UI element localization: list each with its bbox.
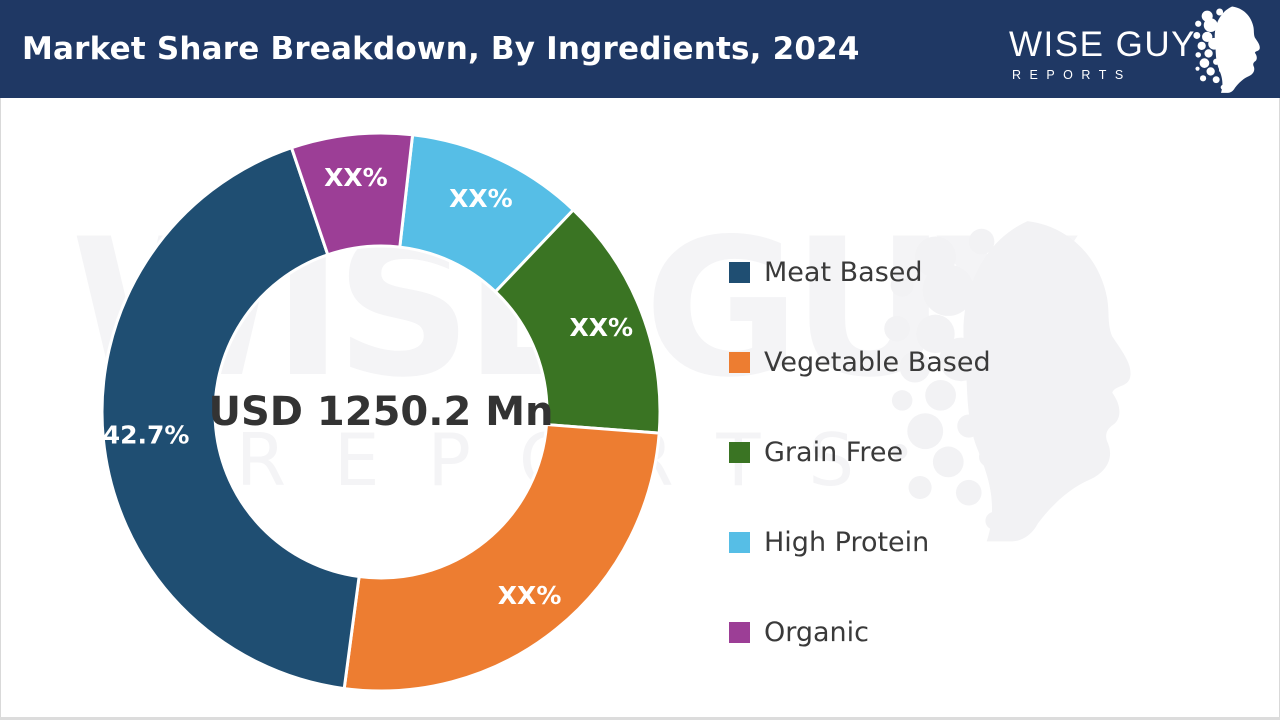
legend-item-organic: Organic bbox=[729, 615, 991, 649]
chart-legend: Meat Based Vegetable Based Grain Free Hi… bbox=[729, 255, 991, 705]
legend-item-grain-free: Grain Free bbox=[729, 435, 991, 469]
legend-item-high-protein: High Protein bbox=[729, 525, 991, 559]
legend-swatch-organic bbox=[729, 621, 750, 643]
slice-percentage-label: XX% bbox=[569, 313, 633, 342]
donut-slice-meat-based bbox=[100, 146, 361, 691]
legend-label: High Protein bbox=[764, 526, 930, 558]
legend-swatch-high-protein bbox=[729, 531, 750, 553]
header-bar: Market Share Breakdown, By Ingredients, … bbox=[0, 0, 1280, 98]
donut-chart: XX% XX% XX% 42.7% XX% bbox=[100, 131, 662, 693]
legend-label: Organic bbox=[764, 616, 870, 648]
legend-swatch-meat-based bbox=[729, 261, 750, 283]
chart-center-value: USD 1250.2 Mn bbox=[208, 389, 554, 435]
chart-area: WISE GUY REPORTS XX%XX%XX%42.7%XX% USD 1… bbox=[0, 98, 1280, 720]
slice-percentage-label: 42.7% bbox=[103, 421, 190, 450]
slice-percentage-label: XX% bbox=[498, 581, 562, 610]
legend-label: Meat Based bbox=[764, 256, 923, 288]
legend-label: Grain Free bbox=[764, 436, 904, 468]
brand-tagline: REPORTS bbox=[1011, 67, 1132, 82]
brand-logo: WISE GUY REPORTS bbox=[1009, 5, 1268, 95]
donut-slice-organic bbox=[290, 131, 415, 257]
legend-item-meat-based: Meat Based bbox=[729, 255, 991, 289]
footer-divider bbox=[0, 717, 1280, 720]
donut-slice-vegetable-based bbox=[342, 423, 661, 693]
legend-swatch-vegetable-based bbox=[729, 351, 750, 373]
slice-percentage-label: XX% bbox=[449, 184, 513, 213]
legend-swatch-grain-free bbox=[729, 441, 750, 463]
brand-logo-text: WISE GUY REPORTS bbox=[1009, 25, 1196, 82]
brand-head-icon bbox=[1192, 5, 1268, 95]
legend-item-vegetable-based: Vegetable Based bbox=[729, 345, 991, 379]
page-title: Market Share Breakdown, By Ingredients, … bbox=[22, 31, 860, 67]
brand-name: WISE GUY bbox=[1008, 24, 1196, 64]
legend-label: Vegetable Based bbox=[764, 346, 991, 378]
slice-percentage-label: XX% bbox=[324, 163, 388, 192]
